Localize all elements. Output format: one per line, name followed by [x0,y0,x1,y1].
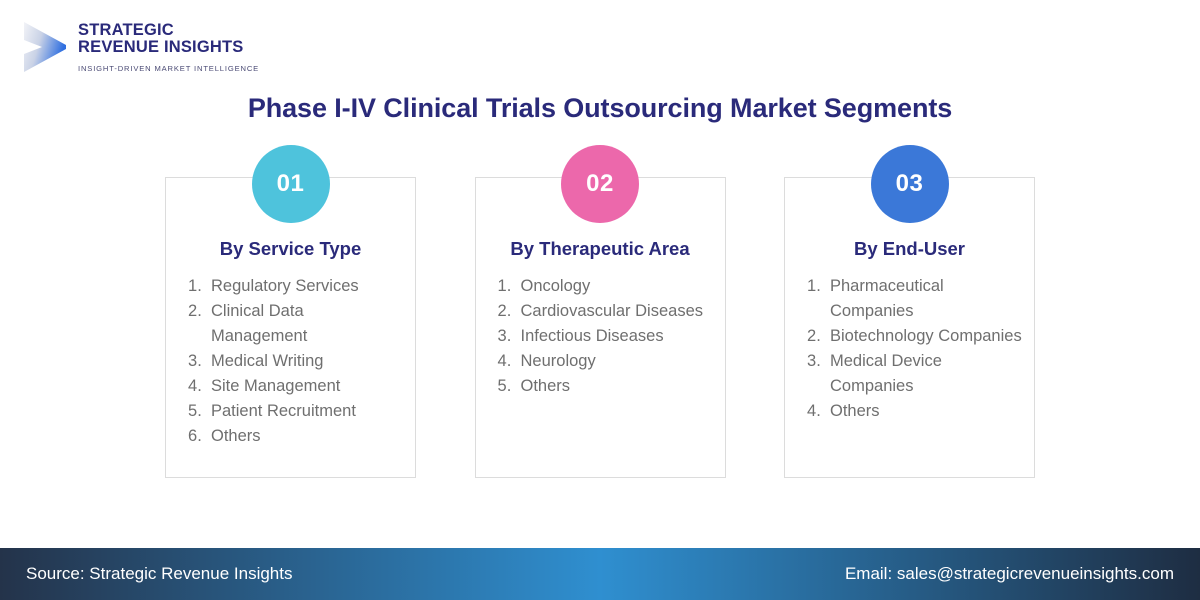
logo-tagline: INSIGHT-DRIVEN MARKET INTELLIGENCE [78,63,260,73]
footer-bar: Source: Strategic Revenue Insights Email… [0,548,1200,600]
list-item: Others [188,424,261,449]
segment-card-2: 02 By Therapeutic Area Oncology Cardiova… [474,145,726,478]
segment-heading-1: By Service Type [219,238,362,259]
list-item: Neurology [498,349,596,374]
logo-name-line1: STRATEGIC [78,20,174,39]
segment-cards: 01 By Service Type Regulatory Services C… [165,145,1035,478]
segment-badge-02: 02 [561,145,639,223]
list-item: Cardiovascular Diseases [498,299,704,324]
list-item: Regulatory Services [188,274,359,299]
list-item: Clinical Data Management [188,299,308,345]
list-item: Pharmaceutical Companies [807,274,944,320]
segment-list-1: Regulatory Services Clinical Data Manage… [188,274,403,449]
list-item: Site Management [188,374,341,399]
list-item: Infectious Diseases [498,324,664,349]
logo-name-line2: REVENUE INSIGHTS [78,38,244,56]
list-item: Medical Device Companies [807,349,942,395]
list-item: Medical Writing [188,349,324,374]
footer-source: Source: Strategic Revenue Insights [26,564,293,583]
list-item: Others [498,374,571,399]
list-item: Others [807,399,880,424]
segment-list-2: Oncology Cardiovascular Diseases Infecti… [498,274,713,399]
segment-badge-03: 03 [870,145,949,223]
segment-card-3: 03 By End-User Pharmaceutical Companies … [784,145,1035,478]
segment-heading-2: By Therapeutic Area [510,238,690,259]
brand-logo: STRATEGIC REVENUE INSIGHTS INSIGHT-DRIVE… [22,18,259,76]
segment-card-1: 01 By Service Type Regulatory Services C… [165,145,416,478]
list-item: Biotechnology Companies [807,324,1022,349]
footer-email: Email: sales@strategicrevenueinsights.co… [844,564,1174,583]
chevron-arrow-icon [24,22,66,72]
list-item: Patient Recruitment [188,399,356,424]
page-title: Phase I-IV Clinical Trials Outsourcing M… [247,93,953,123]
segment-heading-3: By End-User [853,238,966,259]
segment-list-3: Pharmaceutical Companies Biotechnology C… [807,274,1022,424]
segment-badge-01: 01 [251,145,330,223]
list-item: Oncology [498,274,591,299]
